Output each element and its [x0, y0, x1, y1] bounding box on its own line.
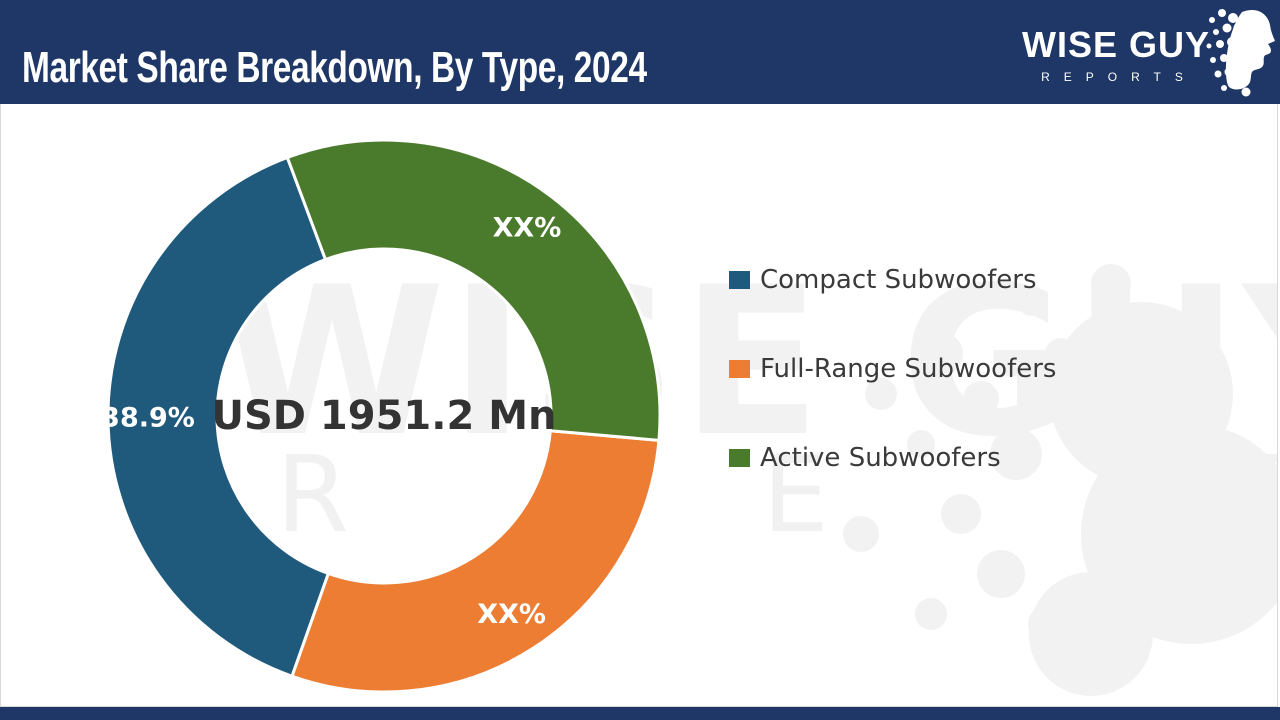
page-title: Market Share Breakdown, By Type, 2024 — [22, 43, 647, 92]
legend-swatch-compact — [729, 271, 750, 289]
legend-item-active-subwoofers: Active Subwoofers — [729, 443, 1001, 473]
wiseguy-logo: WISE GUY REPORTS — [1022, 0, 1275, 104]
logo-text: WISE GUY REPORTS — [1022, 24, 1210, 84]
legend-label-full-range: Full-Range Subwoofers — [760, 354, 1057, 384]
donut-slice-2 — [285, 138, 662, 442]
chart-panel: WISE GUY R E P O R T S 38.9%XX%XX% USD 1… — [0, 104, 1278, 707]
legend-label-compact: Compact Subwoofers — [760, 265, 1037, 295]
slice-label-2: XX% — [493, 213, 562, 244]
header-bar: Market Share Breakdown, By Type, 2024 WI… — [0, 0, 1280, 104]
donut-chart: 38.9% XX% XX% — [101, 138, 662, 694]
slice-label-0: 38.9% — [101, 403, 195, 434]
donut-slice-1 — [290, 429, 661, 694]
logo-wordmark: WISE GUY — [1021, 24, 1210, 65]
legend-swatch-active — [729, 449, 750, 467]
legend-item-compact-subwoofers: Compact Subwoofers — [729, 265, 1037, 295]
legend-swatch-full-range — [729, 360, 750, 378]
donut-slice-0 — [106, 155, 330, 678]
legend-item-full-range-subwoofers: Full-Range Subwoofers — [729, 354, 1056, 384]
donut-center-value: USD 1951.2 Mn — [211, 393, 557, 439]
logo-subtext: REPORTS — [1041, 70, 1197, 84]
logo-face-icon — [1206, 9, 1275, 97]
legend-label-active: Active Subwoofers — [760, 443, 1001, 473]
footer-bar — [0, 707, 1280, 720]
slice-label-1: XX% — [477, 599, 546, 630]
